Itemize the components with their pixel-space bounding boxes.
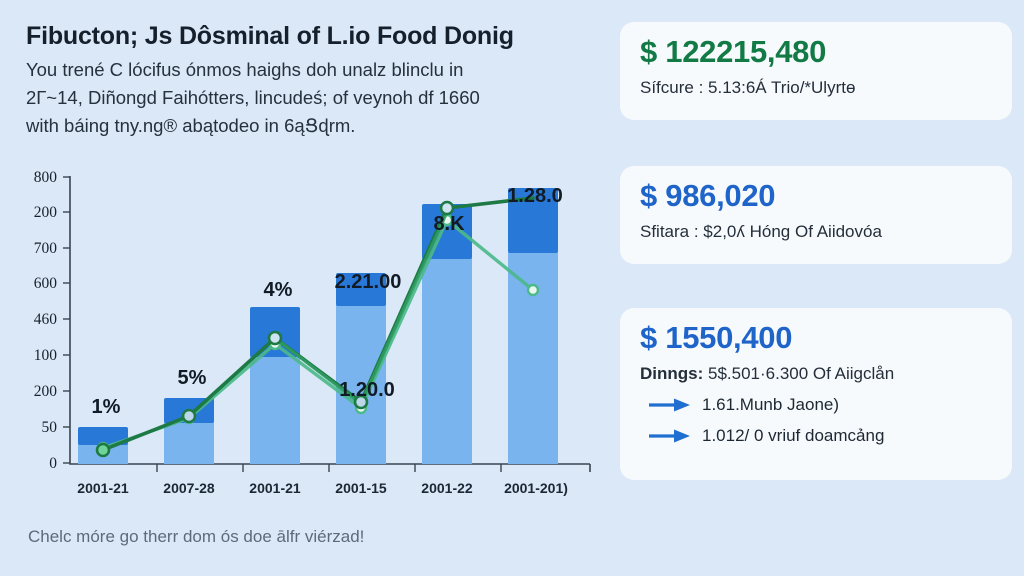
bar-item: [422, 204, 472, 464]
chart-axes: [69, 176, 590, 465]
metric-card-revenue[interactable]: $ 122215,480 Sífcure : 5.13:6Á Trio/*Uly…: [620, 22, 1012, 120]
bar-item: [508, 188, 558, 464]
metric-amount: $ 986,020: [640, 178, 776, 213]
metric-amount: $ 1550,400: [640, 320, 793, 355]
list-item-label: 1.61.Munb Jaone): [702, 394, 840, 414]
left-column: Fibucton; Js Dôsminal of L.io Food Donig…: [12, 22, 604, 546]
bar-item: [164, 398, 214, 464]
footer-note: Chelc móre go therr dom ós doe ālfr viér…: [28, 527, 365, 546]
arrow-right-icon: [649, 429, 690, 443]
subtitle-line-3: with báing tny.ng® abątodeo in 6ąՑɖrm.: [26, 115, 356, 137]
x-tick-label: 2001-15: [335, 480, 387, 496]
y-tick-label: 100: [34, 347, 58, 364]
list-item[interactable]: 1.012/ 0 vriuf doamcảng: [640, 426, 994, 446]
y-tick-label: 50: [42, 419, 58, 436]
bar-value-label: 1.28.0: [507, 185, 563, 207]
x-axis-ticks: [156, 464, 502, 472]
list-item-label: 1.012/ 0 vriuf doamcảng: [702, 425, 885, 445]
y-tick-label: 600: [34, 275, 58, 292]
bar-value-label: 4%: [264, 279, 293, 301]
bar-group[interactable]: [78, 188, 558, 464]
x-tick-label: 2001-22: [421, 480, 473, 496]
x-axis-tick-labels: 2001-21 2007-28 2001-21 2001-15 2001-22 …: [77, 480, 568, 496]
y-tick-label: 200: [34, 383, 58, 400]
y-axis-tick-labels: 800 200 700 600 460 100 200 50 0: [34, 169, 58, 472]
metrics-column: $ 122215,480 Sífcure : 5.13:6Á Trio/*Uly…: [616, 0, 1024, 576]
bar-item: [250, 307, 300, 464]
x-tick-label: 2001-201): [504, 480, 568, 496]
x-tick-label: 2001-21: [77, 480, 129, 496]
subtitle-line-2: 2Г~14, Diñongd Faihótters, lincudeś; of …: [26, 87, 480, 109]
chart-container: 800 200 700 600 460 100 200 50 0: [12, 160, 604, 510]
x-tick-label: 2007-28: [163, 480, 215, 496]
bar-value-label: 2.21.00: [335, 271, 402, 293]
y-tick-label: 200: [34, 204, 58, 221]
combo-chart: 800 200 700 600 460 100 200 50 0: [34, 169, 591, 496]
metric-card-secondary[interactable]: $ 986,020 Sfitara : $2,0ʎ Hóng Of Aiidov…: [620, 166, 1012, 264]
bar-item: [336, 273, 386, 464]
bar-value-labels: 1% 5% 4% 2.21.00 8.K 1.28.0 1.20.0: [92, 185, 563, 418]
list-item[interactable]: 1.61.Munb Jaone): [640, 395, 994, 415]
metric-breakdown-value: 5$.501·6.300 Of Aiigclån: [703, 363, 895, 383]
metric-card-breakdown[interactable]: $ 1550,400 Dinngs: 5$.501·6.300 Of Aiigc…: [620, 308, 1012, 480]
page-subtitle: You trené C lócifus ónmos haighs doh una…: [26, 56, 581, 140]
y-tick-label: 0: [49, 455, 57, 472]
page-title: Fibucton; Js Dôsminal of L.io Food Donig: [26, 22, 514, 50]
metric-subtitle: Sífcure : 5.13:6Á Trio/*Ulyrtɵ: [640, 77, 856, 97]
y-tick-label: 460: [34, 311, 58, 328]
metric-breakdown-label: Dinngs:: [640, 363, 704, 383]
bar-value-label: 8.K: [433, 213, 465, 235]
metric-breakdown-line: Dinngs: 5$.501·6.300 Of Aiigclån: [640, 364, 994, 384]
y-tick-label: 700: [34, 240, 58, 257]
x-tick-label: 2001-21: [249, 480, 301, 496]
arrow-right-icon: [649, 398, 690, 412]
line-series-dark-green: [95, 196, 535, 458]
bar-value-label: 1%: [92, 396, 121, 418]
y-tick-label: 800: [34, 169, 58, 186]
line-value-label: 1.20.0: [339, 379, 395, 401]
metric-subtitle: Sfitara : $2,0ʎ Hóng Of Aiidovóa: [640, 221, 882, 241]
metric-amount: $ 122215,480: [640, 34, 827, 69]
subtitle-line-1: You trené C lócifus ónmos haighs doh una…: [26, 59, 464, 80]
bar-value-label: 5%: [178, 367, 207, 389]
y-axis-ticks: [63, 176, 70, 464]
